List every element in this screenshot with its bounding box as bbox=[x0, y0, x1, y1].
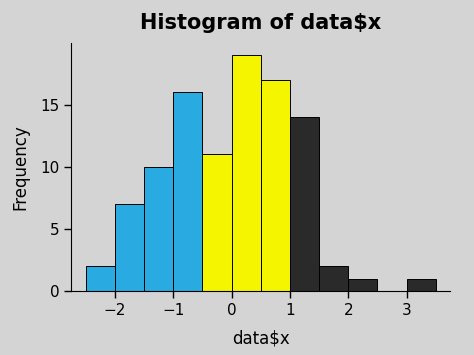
Bar bbox=[319, 266, 348, 291]
Y-axis label: Frequency: Frequency bbox=[11, 124, 29, 210]
Bar bbox=[86, 266, 115, 291]
Bar bbox=[144, 167, 173, 291]
Bar bbox=[173, 92, 202, 291]
Bar bbox=[231, 55, 261, 291]
Bar bbox=[202, 154, 231, 291]
Bar bbox=[290, 117, 319, 291]
Bar bbox=[407, 279, 436, 291]
Bar bbox=[261, 80, 290, 291]
Bar bbox=[348, 279, 377, 291]
X-axis label: data$x: data$x bbox=[232, 329, 290, 347]
Title: Histogram of data$x: Histogram of data$x bbox=[140, 13, 381, 33]
Bar bbox=[115, 204, 144, 291]
